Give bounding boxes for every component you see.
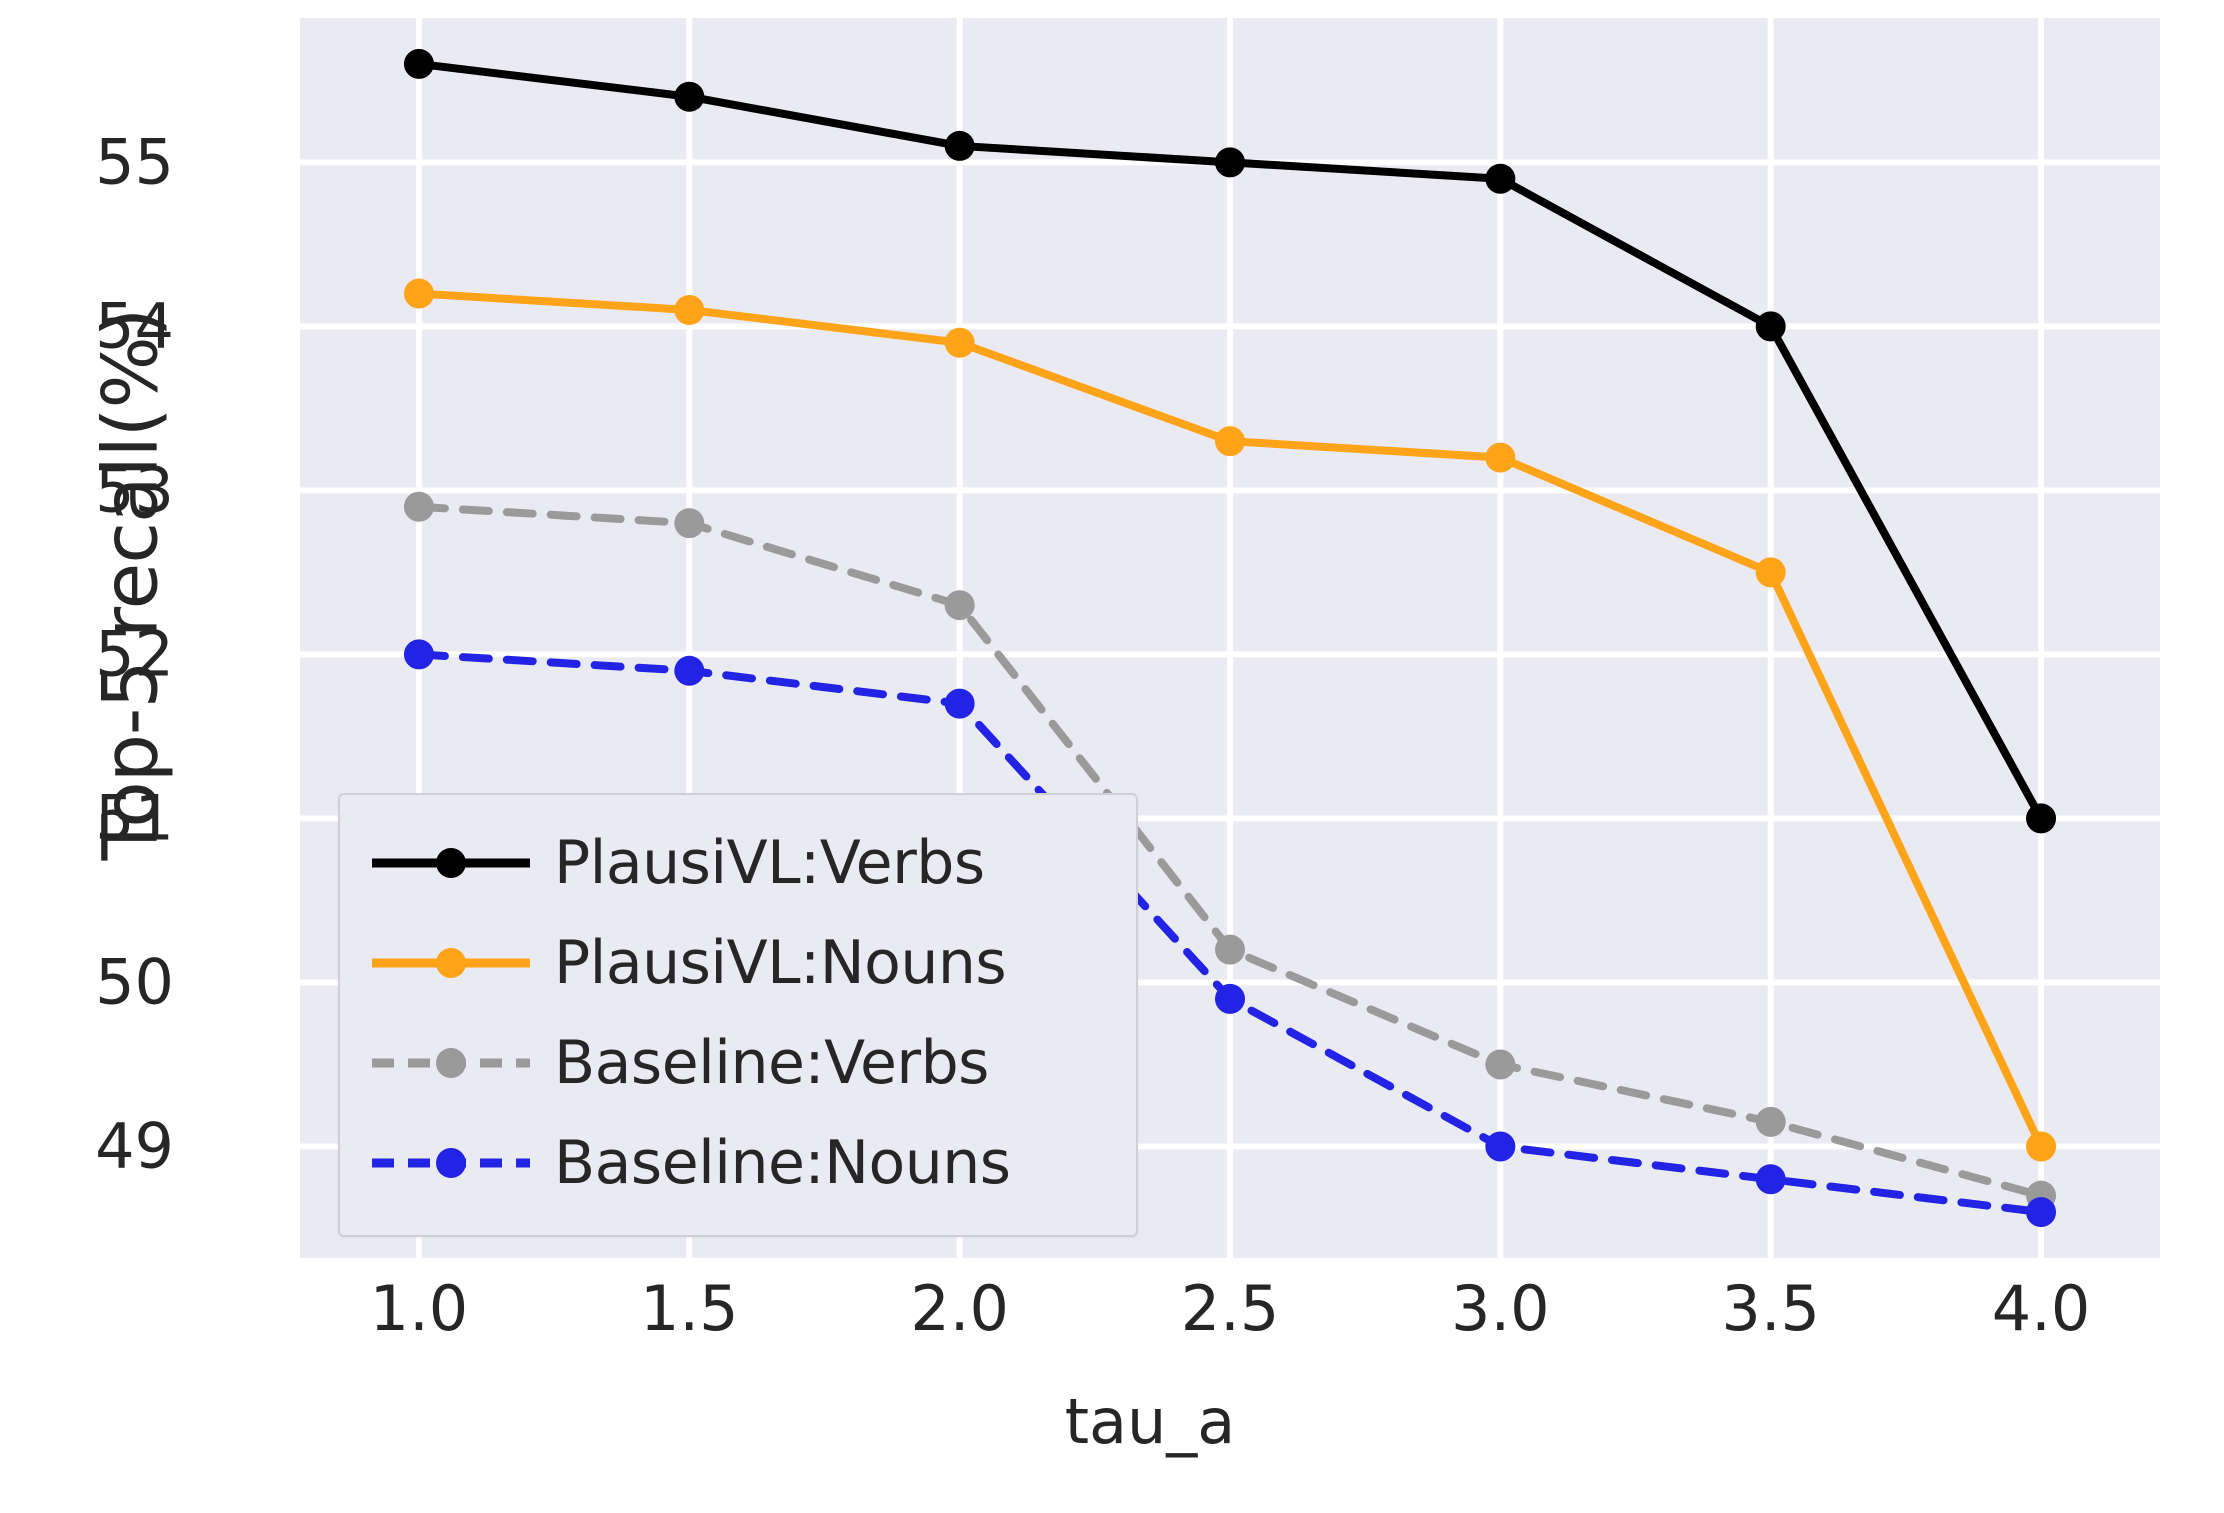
data-point [1215,147,1245,178]
legend-item-label: PlausiVL:Nouns [554,928,1007,998]
data-point [1485,163,1516,194]
data-point [2026,803,2057,834]
legend-item-baseline-verbs[interactable]: Baseline:Verbs [366,1013,1110,1113]
data-point [1755,311,1786,342]
legend-item-plausivl-nouns[interactable]: PlausiVL:Nouns [366,913,1110,1013]
data-point [1755,1106,1786,1137]
data-point [1215,934,1245,965]
x-tick-label: 3.0 [1451,1272,1550,1345]
data-point [1215,983,1245,1014]
x-tick-label: 2.0 [910,1272,1009,1345]
y-tick-label: 49 [95,1109,174,1183]
series-baseline-nouns [403,639,2057,1228]
data-point [674,81,705,112]
data-point [1755,557,1786,588]
data-point [1485,1131,1516,1162]
x-tick-label: 3.5 [1721,1272,1820,1345]
data-point [403,278,434,309]
data-point [1755,1164,1786,1195]
data-point [2026,1197,2057,1228]
data-point [674,508,705,539]
x-tick-label: 1.5 [639,1272,739,1345]
series-baseline-verbs [403,491,2057,1211]
y-axis-label: Top-5 recall(%) [85,308,175,861]
data-point [1485,442,1516,473]
data-point [674,294,705,325]
legend-line-swatch-icon [366,1141,536,1185]
legend-line-swatch-icon [366,941,536,985]
data-point [944,688,975,719]
legend-item-plausivl-verbs[interactable]: PlausiVL:Verbs [366,813,1110,913]
legend-line-swatch-icon [366,841,536,885]
series-layer [403,48,2057,1228]
data-point [944,130,975,161]
series-plausivl-nouns [403,278,2057,1162]
y-tick-label: 51 [95,781,174,855]
x-tick-label: 4.0 [1991,1272,2091,1345]
legend-line-swatch-icon [366,1041,536,1085]
data-point [403,639,434,670]
y-tick-label: 54 [95,289,174,363]
data-point [403,491,434,522]
legend-item-label: Baseline:Nouns [554,1128,1011,1198]
y-tick-label: 50 [95,945,174,1019]
x-tick-label: 2.5 [1180,1272,1280,1345]
data-point [674,655,705,686]
plot-canvas [300,18,2160,1258]
x-tick-label: 1.0 [369,1272,469,1345]
data-point [403,48,434,79]
legend-item-label: PlausiVL:Verbs [554,828,985,898]
data-point [1485,1049,1516,1080]
data-point [2026,1131,2057,1162]
y-tick-label: 55 [95,125,174,199]
y-tick-label: 52 [95,617,174,691]
data-point [1215,426,1245,457]
x-axis-label: tau_a [1064,1385,1236,1458]
series-plausivl-verbs [403,48,2057,834]
data-point [944,590,975,621]
legend[interactable]: PlausiVL:Verbs PlausiVL:Nouns Baseline:Ver… [338,793,1138,1237]
gridlines [300,18,2160,1258]
legend-item-label: Baseline:Verbs [554,1028,989,1098]
legend-item-baseline-nouns[interactable]: Baseline:Nouns [366,1113,1110,1213]
y-tick-label: 53 [95,453,174,527]
data-point [944,327,975,358]
